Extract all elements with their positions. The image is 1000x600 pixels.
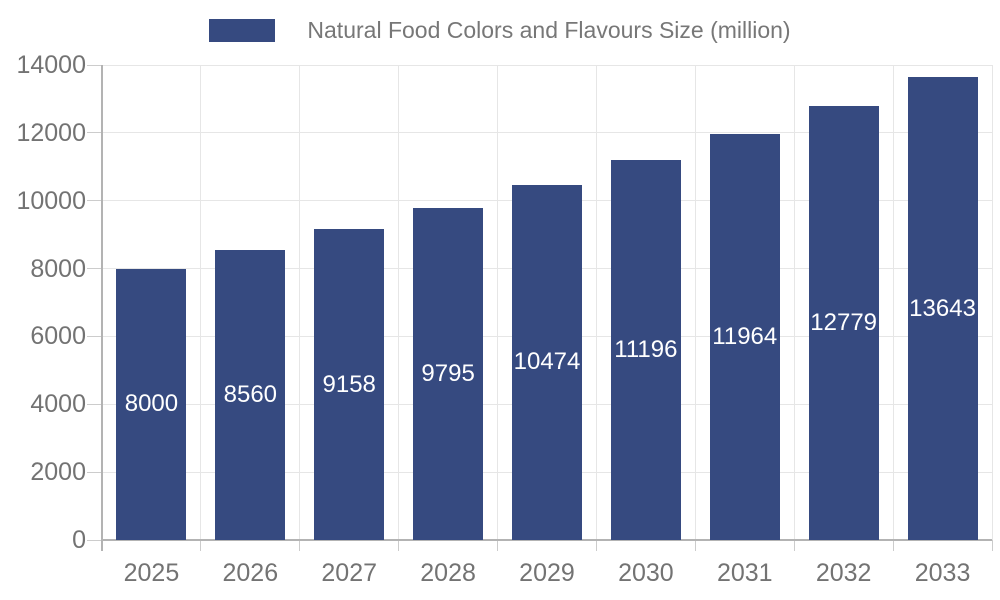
y-axis-tick (87, 335, 102, 337)
bar-value-label: 9795 (421, 359, 475, 387)
x-axis-tick-label: 2032 (815, 559, 872, 587)
x-gridline (694, 65, 696, 540)
y-axis-line (101, 65, 103, 551)
x-axis-tick (299, 540, 301, 551)
bar-value-label: 10474 (513, 348, 581, 376)
bar (215, 249, 286, 540)
bar (907, 77, 978, 540)
bar-value-label: 13643 (909, 294, 976, 322)
legend-label: Natural Food Colors and Flavours Size (m… (307, 17, 791, 43)
x-axis-tick (991, 540, 993, 551)
x-gridline (497, 65, 499, 540)
x-axis-tick-label: 2033 (914, 559, 971, 587)
x-axis-tick-label: 2030 (618, 559, 674, 587)
x-axis-tick (595, 540, 597, 551)
x-gridline (892, 65, 894, 540)
y-axis-tick-label: 4000 (30, 390, 86, 419)
y-axis-tick (87, 539, 102, 541)
bar (610, 160, 681, 540)
bar-value-label: 11196 (614, 336, 678, 364)
x-axis-tick (497, 540, 499, 551)
bar-value-label: 9158 (322, 370, 376, 398)
bar (709, 134, 780, 540)
x-axis-tick (892, 540, 894, 551)
legend-swatch (209, 19, 276, 42)
y-axis-tick-label: 0 (72, 526, 86, 554)
bar-value-label: 8000 (124, 390, 179, 418)
y-axis-tick-label: 10000 (16, 186, 86, 215)
y-axis-tick-label: 12000 (16, 118, 86, 147)
x-gridline (793, 65, 795, 540)
x-axis-tick-label: 2026 (222, 559, 279, 587)
y-axis-tick (87, 403, 102, 405)
y-axis-tick (87, 64, 102, 66)
x-axis-tick (793, 540, 795, 551)
bar-value-label: 8560 (223, 380, 278, 408)
y-axis-tick-label: 8000 (30, 254, 86, 283)
y-axis-tick-label: 2000 (30, 458, 86, 487)
y-axis-tick (87, 132, 102, 134)
x-gridline (991, 65, 993, 540)
x-axis-tick-label: 2029 (519, 559, 575, 587)
y-gridline (102, 132, 992, 134)
y-axis-tick (87, 471, 102, 473)
bar (512, 184, 582, 540)
bar (314, 229, 385, 540)
y-axis-tick (87, 200, 102, 202)
y-axis-tick-label: 14000 (16, 51, 86, 79)
chart-legend: Natural Food Colors and Flavours Size (m… (0, 17, 1000, 44)
bar-value-label: 11964 (712, 323, 778, 351)
x-axis-tick-label: 2027 (321, 559, 378, 587)
x-gridline (398, 65, 400, 540)
x-axis-tick-label: 2031 (716, 559, 773, 587)
y-axis-tick (87, 268, 102, 270)
y-axis-tick-label: 6000 (30, 322, 86, 351)
x-axis-tick (200, 540, 202, 551)
y-gridline (102, 64, 992, 66)
bar (116, 268, 187, 540)
x-axis-tick-label: 2028 (420, 559, 476, 587)
bar-value-label: 12779 (810, 309, 878, 337)
x-gridline (299, 65, 301, 540)
x-axis-tick (398, 540, 400, 551)
bar (808, 106, 879, 540)
x-axis-tick (694, 540, 696, 551)
x-gridline (595, 65, 597, 540)
bar (413, 207, 484, 540)
x-axis-tick-label: 2025 (123, 559, 180, 587)
x-gridline (200, 65, 202, 540)
